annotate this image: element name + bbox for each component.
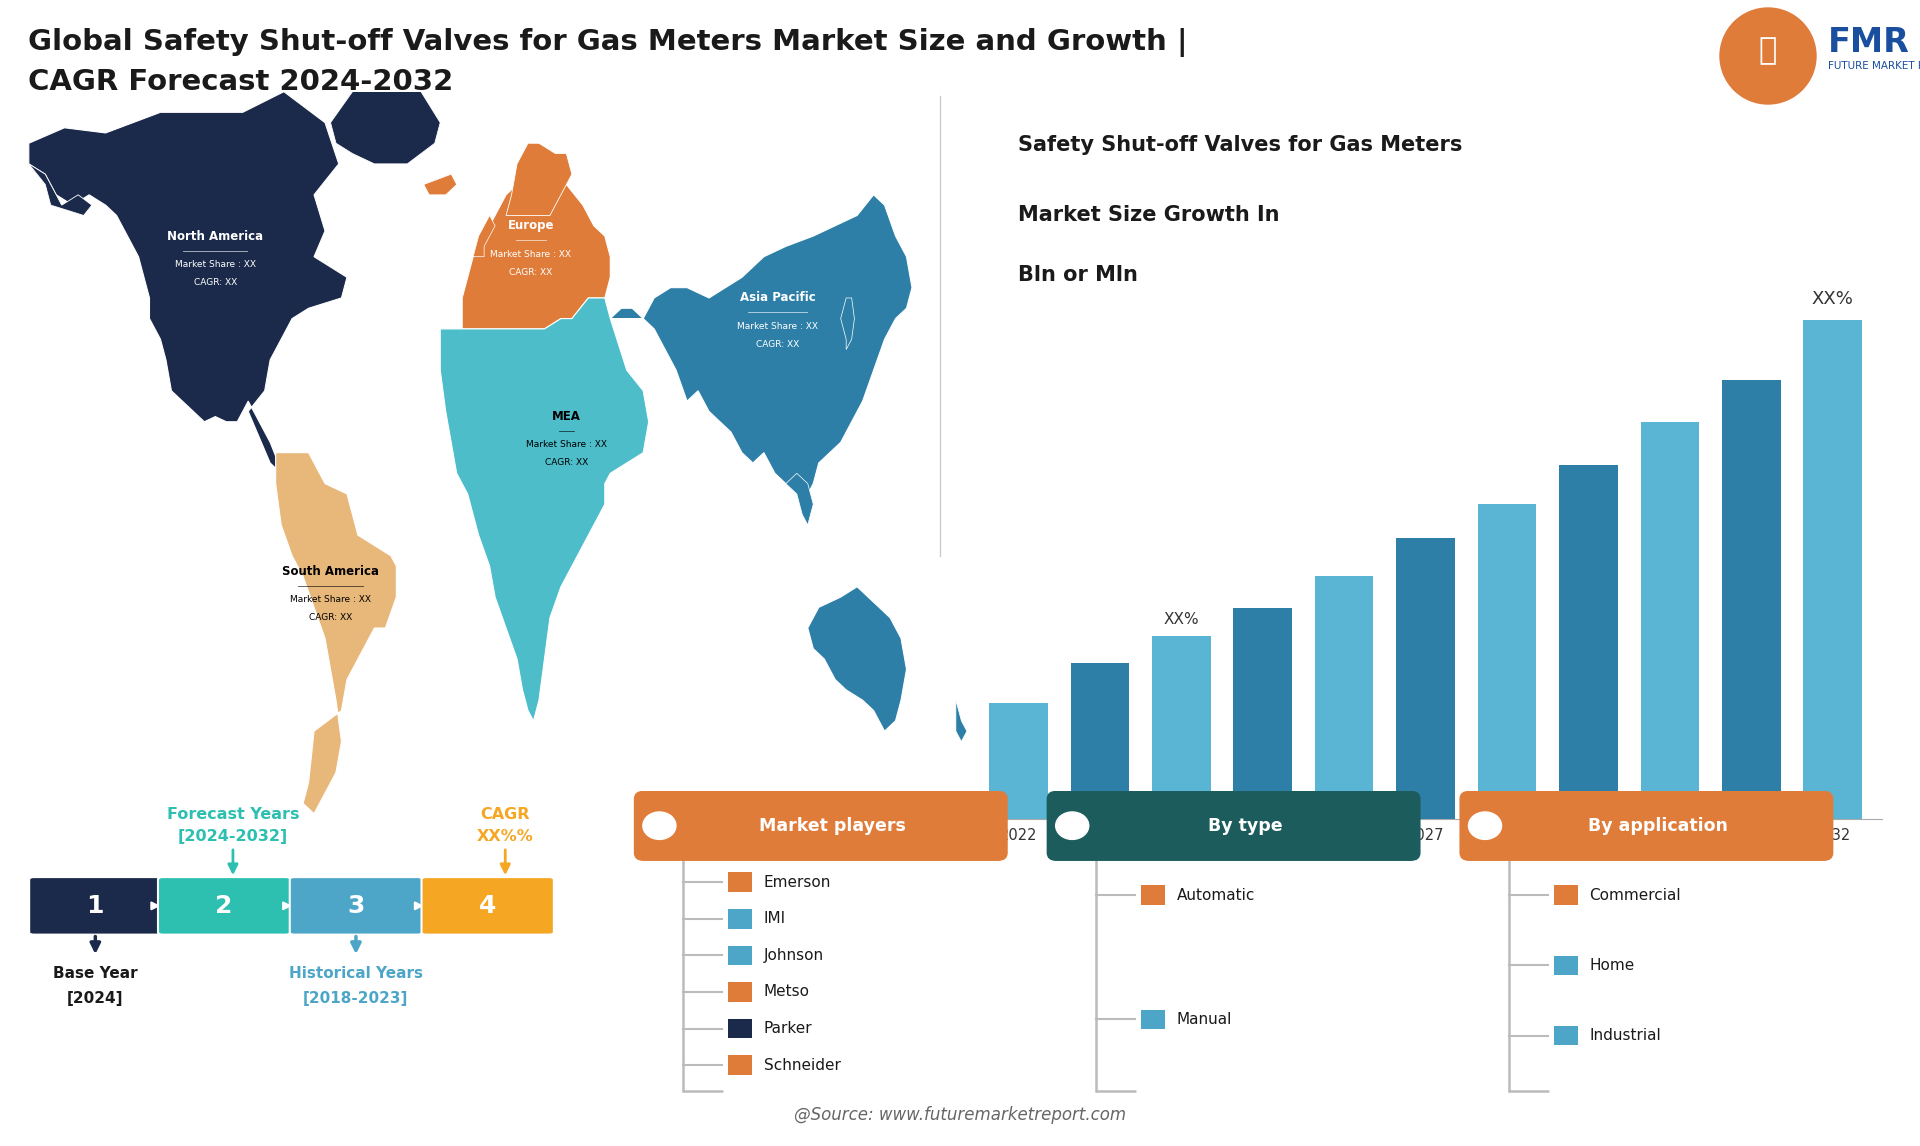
Polygon shape [472,215,495,257]
Text: [2018-2023]: [2018-2023] [303,991,409,1006]
Text: Parker: Parker [764,1021,812,1036]
Text: 3: 3 [348,894,365,918]
Polygon shape [463,164,611,329]
Text: Market Share : XX: Market Share : XX [490,250,572,259]
Bar [1233,609,1292,819]
Text: CAGR Forecast 2024-2032: CAGR Forecast 2024-2032 [29,68,453,96]
Text: [2024-2032]: [2024-2032] [179,829,288,843]
Polygon shape [785,473,814,525]
FancyBboxPatch shape [1140,886,1165,905]
Circle shape [1720,8,1816,104]
Text: 1: 1 [86,894,104,918]
Bar [1152,636,1212,819]
FancyBboxPatch shape [728,1019,753,1038]
Bar [1071,662,1129,819]
Text: North America: North America [167,229,263,243]
Text: Forecast Years: Forecast Years [167,807,300,822]
FancyBboxPatch shape [634,791,1008,861]
Text: FMR: FMR [1828,25,1910,58]
FancyBboxPatch shape [1553,886,1578,905]
Text: CAGR: XX: CAGR: XX [309,613,351,622]
Text: Commercial: Commercial [1590,888,1680,903]
Text: 2: 2 [215,894,232,918]
Text: CAGR: CAGR [480,807,530,822]
Text: CAGR: XX: CAGR: XX [509,268,553,276]
Text: 👤: 👤 [1759,37,1778,65]
Text: Schneider: Schneider [764,1058,841,1073]
Bar [1315,575,1373,819]
Text: @Source: www.futuremarketreport.com: @Source: www.futuremarketreport.com [795,1106,1125,1124]
Text: CAGR: XX: CAGR: XX [194,278,236,286]
Polygon shape [276,453,396,814]
Text: Market Share : XX: Market Share : XX [526,440,607,449]
FancyBboxPatch shape [290,877,422,935]
Text: Manual: Manual [1177,1012,1233,1027]
Text: XX%%: XX%% [476,829,534,843]
Polygon shape [29,92,348,473]
Text: Metso: Metso [764,984,810,999]
Text: IMI: IMI [764,911,785,926]
Polygon shape [507,143,572,215]
Text: Market Share : XX: Market Share : XX [175,260,255,269]
Text: XX%: XX% [1164,612,1200,627]
FancyBboxPatch shape [728,982,753,1002]
FancyBboxPatch shape [1046,791,1421,861]
FancyBboxPatch shape [29,877,161,935]
Text: 4: 4 [478,894,497,918]
FancyBboxPatch shape [1140,1010,1165,1029]
Polygon shape [956,700,968,741]
Bar [1559,465,1619,819]
Text: Industrial: Industrial [1590,1028,1661,1043]
Polygon shape [808,587,906,731]
Text: South America: South America [282,565,378,578]
Text: CAGR: XX: CAGR: XX [756,340,799,348]
FancyBboxPatch shape [422,877,553,935]
FancyBboxPatch shape [1553,1026,1578,1045]
Text: Market Share : XX: Market Share : XX [737,322,818,331]
Text: By type: By type [1208,817,1283,834]
Bar [1478,503,1536,819]
Text: Market players: Market players [758,817,906,834]
Text: Emerson: Emerson [764,874,831,889]
Text: Europe: Europe [507,219,555,233]
Bar [1803,320,1862,819]
Circle shape [1056,813,1089,839]
FancyBboxPatch shape [728,909,753,928]
Text: Bln or Mln: Bln or Mln [1018,265,1139,285]
Polygon shape [330,81,440,164]
Text: MEA: MEA [551,410,582,423]
FancyBboxPatch shape [728,872,753,892]
Circle shape [1469,813,1501,839]
Circle shape [643,813,676,839]
Text: By application: By application [1588,817,1728,834]
Text: XX%: XX% [1812,290,1853,308]
Text: Historical Years: Historical Years [288,966,422,981]
FancyBboxPatch shape [1459,791,1834,861]
Bar [1396,539,1455,819]
Polygon shape [611,195,912,494]
Text: Safety Shut-off Valves for Gas Meters: Safety Shut-off Valves for Gas Meters [1018,135,1463,156]
Text: Base Year: Base Year [54,966,138,981]
Text: Market Share : XX: Market Share : XX [290,595,371,604]
Polygon shape [424,174,457,195]
Text: Asia Pacific: Asia Pacific [739,291,816,305]
Polygon shape [440,298,649,721]
FancyBboxPatch shape [728,945,753,965]
Polygon shape [29,164,92,215]
Bar [1722,380,1780,819]
Bar [1640,422,1699,819]
Text: Market Size Growth In: Market Size Growth In [1018,205,1281,226]
Text: Johnson: Johnson [764,948,824,963]
Text: [2024]: [2024] [67,991,123,1006]
FancyBboxPatch shape [1553,956,1578,975]
Polygon shape [841,298,854,350]
FancyBboxPatch shape [157,877,290,935]
Text: Automatic: Automatic [1177,888,1256,903]
Text: Global Safety Shut-off Valves for Gas Meters Market Size and Growth |: Global Safety Shut-off Valves for Gas Me… [29,28,1188,57]
Text: Home: Home [1590,958,1634,973]
FancyBboxPatch shape [728,1055,753,1075]
Text: CAGR: XX: CAGR: XX [545,458,588,468]
Bar [989,704,1048,819]
Text: FUTURE MARKET REPORT: FUTURE MARKET REPORT [1828,61,1920,71]
